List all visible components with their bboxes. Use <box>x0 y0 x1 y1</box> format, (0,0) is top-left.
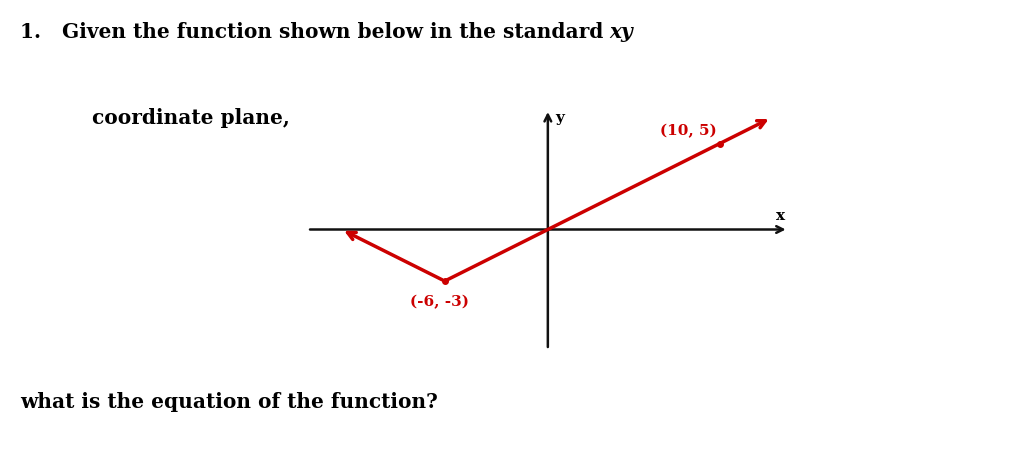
Text: coordinate plane,: coordinate plane, <box>92 108 290 128</box>
Text: what is the equation of the function?: what is the equation of the function? <box>20 392 438 411</box>
Text: xy: xy <box>609 22 633 42</box>
Text: y: y <box>555 111 563 125</box>
Text: x: x <box>776 209 785 223</box>
Text: 1.   Given the function shown below in the standard: 1. Given the function shown below in the… <box>20 22 611 42</box>
Text: (10, 5): (10, 5) <box>659 124 717 139</box>
Text: (-6, -3): (-6, -3) <box>410 295 469 309</box>
